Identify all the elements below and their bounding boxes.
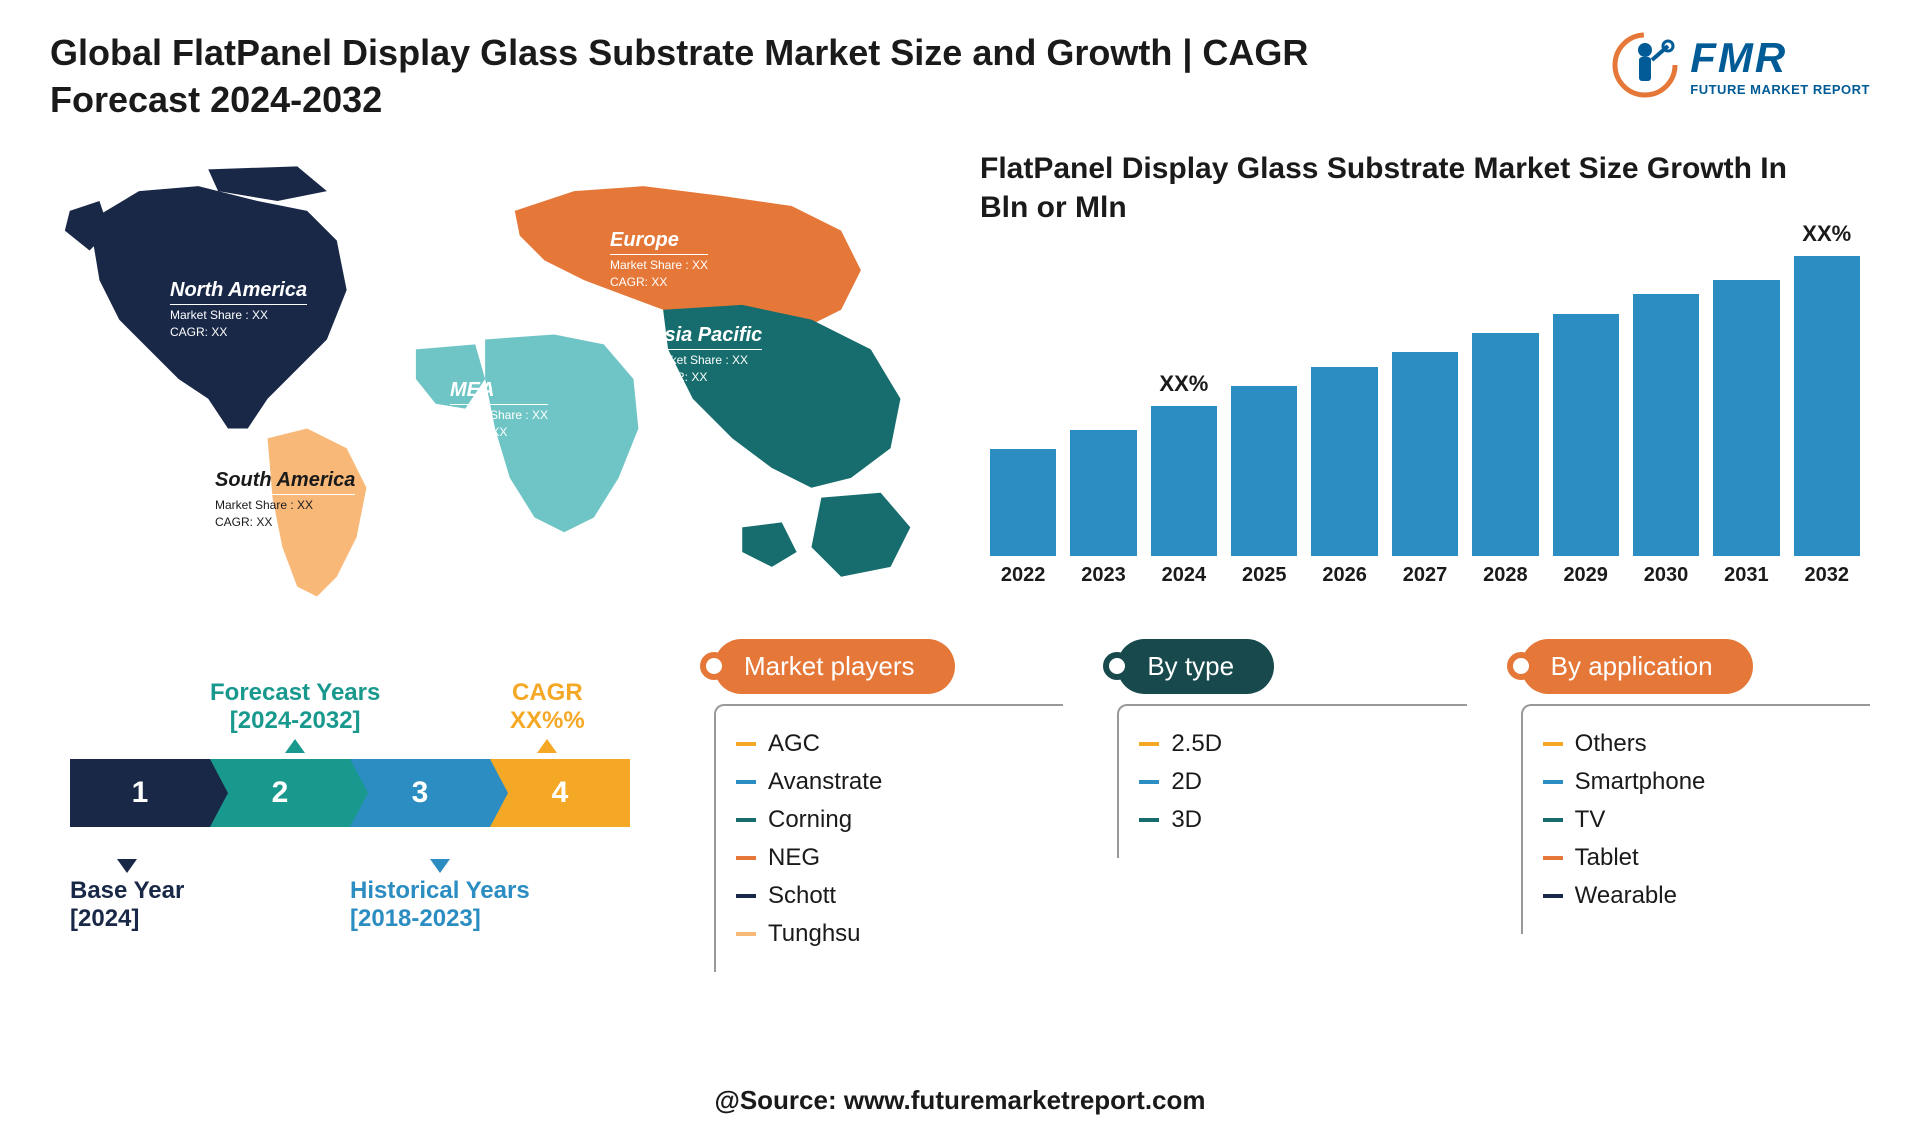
- bar-2023: 2023: [1070, 430, 1136, 587]
- region-south-america: South AmericaMarket Share : XXCAGR: XX: [215, 469, 355, 529]
- cat-item: 3D: [1139, 806, 1466, 834]
- source-attribution: @Source: www.futuremarketreport.com: [0, 1085, 1920, 1116]
- region-north-america: North AmericaMarket Share : XXCAGR: XX: [170, 279, 307, 339]
- bar-2026: 2026: [1311, 367, 1377, 587]
- cat-item: Smartphone: [1543, 768, 1870, 796]
- bar-2029: 2029: [1553, 314, 1619, 587]
- logo-main: FMR: [1690, 34, 1870, 82]
- bar-2024: XX%2024: [1151, 406, 1217, 587]
- logo-sub: FUTURE MARKET REPORT: [1690, 82, 1870, 97]
- cat-item: Schott: [736, 882, 1063, 910]
- world-map: North AmericaMarket Share : XXCAGR: XX So…: [50, 149, 940, 609]
- forecast-label: Forecast Years [2024-2032]: [210, 679, 380, 753]
- bar-2030: 2030: [1633, 294, 1699, 586]
- base-label: Base Year [2024]: [70, 859, 184, 933]
- bar-2032: XX%2032: [1794, 256, 1860, 587]
- region-europe: EuropeMarket Share : XXCAGR: XX: [610, 229, 708, 289]
- timeline-seg-1: 1: [70, 759, 210, 827]
- page-title: Global FlatPanel Display Glass Substrate…: [50, 30, 1400, 124]
- cat-item: Wearable: [1543, 882, 1870, 910]
- bar-2028: 2028: [1472, 333, 1538, 587]
- timeline: Forecast Years [2024-2032] CAGR XX%% 123…: [50, 639, 670, 939]
- cat-item: Tunghsu: [736, 920, 1063, 948]
- cagr-label: CAGR XX%%: [510, 679, 585, 753]
- category-by-type: By type2.5D2D3D: [1103, 639, 1466, 972]
- logo: FMR FUTURE MARKET REPORT: [1610, 30, 1870, 100]
- bar-2027: 2027: [1392, 352, 1458, 586]
- timeline-seg-3: 3: [350, 759, 490, 827]
- cat-item: Corning: [736, 806, 1063, 834]
- timeline-seg-4: 4: [490, 759, 630, 827]
- bar-2022: 2022: [990, 449, 1056, 586]
- cat-item: NEG: [736, 844, 1063, 872]
- cat-item: Tablet: [1543, 844, 1870, 872]
- cat-item: Avanstrate: [736, 768, 1063, 796]
- chart-title: FlatPanel Display Glass Substrate Market…: [980, 149, 1870, 227]
- category-by-application: By applicationOthersSmartphoneTVTabletWe…: [1507, 639, 1870, 972]
- cat-item: Others: [1543, 730, 1870, 758]
- region-asia-pacific: Asia PacificMarket Share : XXCAGR: XX: [650, 324, 762, 384]
- category-market-players: Market playersAGCAvanstrateCorningNEGSch…: [700, 639, 1063, 972]
- timeline-seg-2: 2: [210, 759, 350, 827]
- bar-2025: 2025: [1231, 386, 1297, 586]
- historical-label: Historical Years [2018-2023]: [350, 859, 530, 933]
- cat-item: 2D: [1139, 768, 1466, 796]
- logo-icon: [1610, 30, 1680, 100]
- cat-item: 2.5D: [1139, 730, 1466, 758]
- growth-chart: FlatPanel Display Glass Substrate Market…: [980, 149, 1870, 609]
- region-mea: MEAMarket Share : XXCAGR: XX: [450, 379, 548, 439]
- bar-2031: 2031: [1713, 280, 1779, 587]
- cat-item: TV: [1543, 806, 1870, 834]
- cat-item: AGC: [736, 730, 1063, 758]
